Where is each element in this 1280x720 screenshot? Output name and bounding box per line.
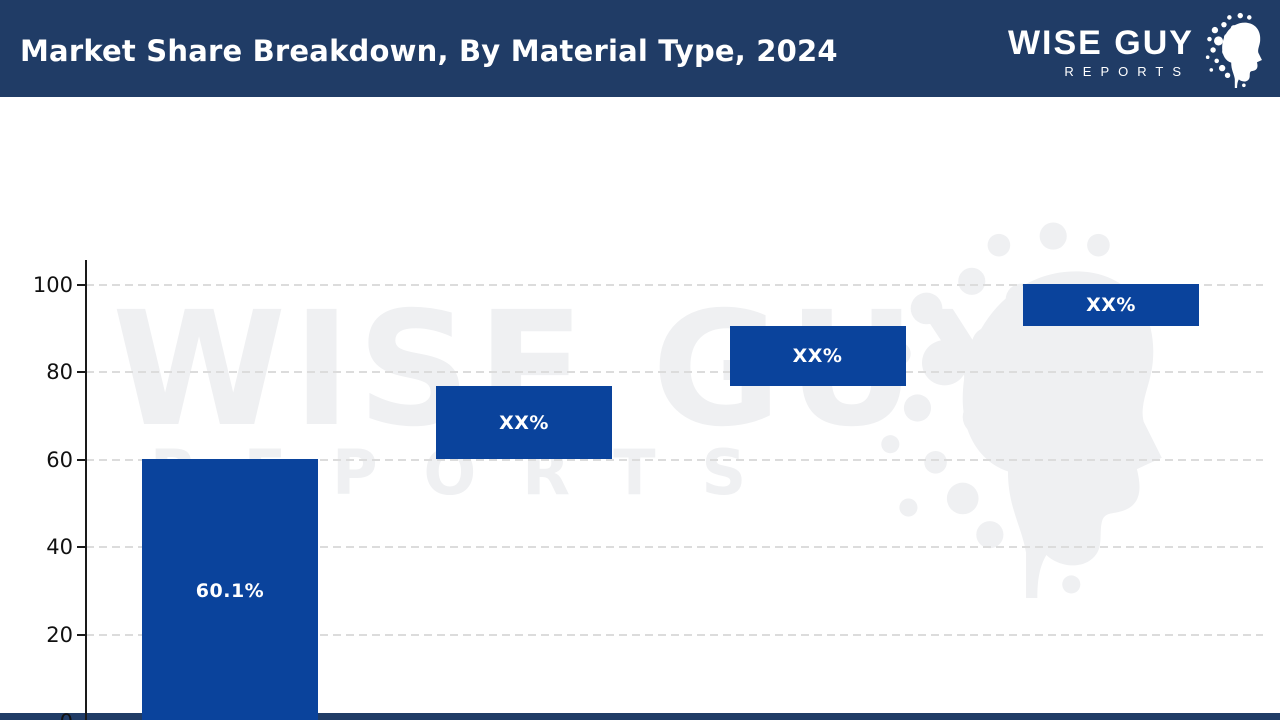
bar-metal: XX% — [729, 325, 906, 387]
gridline-60 — [86, 458, 1263, 461]
gridline-80 — [86, 371, 1263, 373]
bar-glass: XX% — [436, 386, 612, 460]
bar-value-label-carton: XX% — [1086, 293, 1136, 316]
bar-value-label-plastic: 60.1% — [195, 579, 265, 602]
watermark-head-icon — [881, 222, 1162, 598]
y-axis-line — [85, 260, 87, 720]
y-tick-label-80: 80 — [46, 360, 73, 384]
y-tick-80 — [77, 371, 86, 373]
y-tick-label-100: 100 — [32, 272, 73, 297]
y-tick-20 — [77, 633, 86, 636]
logo-subtitle: REPORTS — [1064, 64, 1190, 79]
y-tick-label-60: 60 — [46, 447, 73, 472]
page-title: Market Share Breakdown, By Material Type… — [20, 34, 838, 68]
gridline-100 — [86, 283, 1263, 286]
bar-plastic: 60.1% — [142, 459, 318, 720]
footer-band — [0, 713, 1280, 720]
logo-wordmark: WISE GUY — [1007, 24, 1194, 62]
bar-value-label-metal: XX% — [792, 345, 843, 368]
header-band: Market Share Breakdown, By Material Type… — [0, 0, 1280, 97]
logo-head-icon — [1205, 12, 1262, 88]
y-tick-label-20: 20 — [46, 622, 73, 647]
waterfall-chart: 020406080100PlasticGlassMetalCarton60.1%… — [0, 97, 1280, 720]
y-tick-60 — [77, 458, 86, 461]
bar-value-label-glass: XX% — [499, 411, 549, 434]
bar-carton: XX% — [1023, 283, 1199, 326]
wise-guy-logo: WISE GUY REPORTS — [1008, 8, 1266, 90]
y-tick-40 — [77, 546, 86, 548]
gridline-20 — [86, 633, 1263, 636]
gridline-40 — [86, 546, 1263, 548]
y-tick-100 — [77, 283, 86, 286]
y-tick-label-0: 0 — [15, 710, 73, 720]
y-tick-label-40: 40 — [46, 535, 73, 559]
